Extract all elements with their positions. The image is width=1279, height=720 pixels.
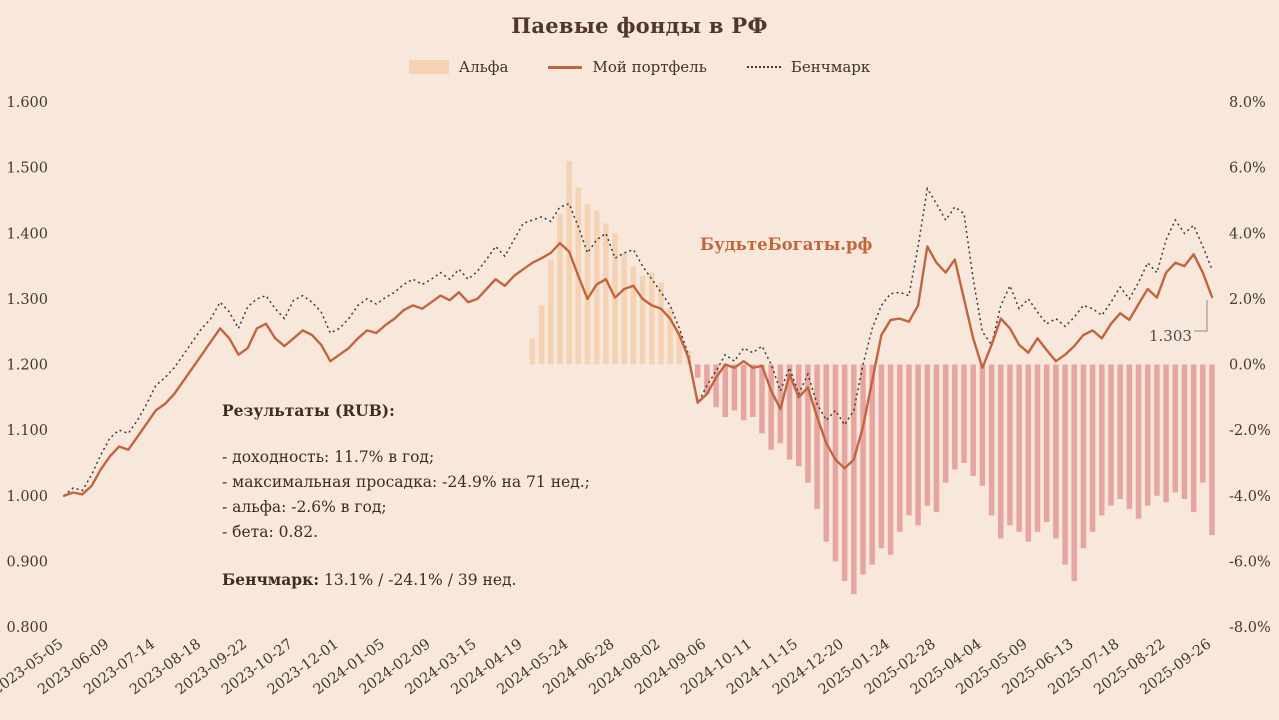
svg-text:-4.0%: -4.0% [1229,489,1271,505]
legend: Альфа Мой портфель Бенчмарк [0,58,1279,76]
annotation-connector [1194,300,1208,332]
benchmark-label: Бенчмарк: [222,570,320,589]
results-panel: Результаты (RUB): - доходность: 11.7% в … [222,398,590,593]
svg-text:1.000: 1.000 [6,489,48,505]
portfolio-line [62,241,1214,497]
svg-text:0.800: 0.800 [6,620,48,636]
svg-text:1.300: 1.300 [6,292,48,308]
alpha-bars [529,161,1215,595]
results-benchmark-line: Бенчмарк: 13.1% / -24.1% / 39 нед. [222,567,590,593]
svg-text:-8.0%: -8.0% [1229,620,1271,636]
legend-label-benchmark: Бенчмарк [790,58,871,76]
svg-text:2.0%: 2.0% [1229,292,1266,308]
svg-text:4.0%: 4.0% [1229,226,1266,242]
legend-item-benchmark: Бенчмарк [746,58,871,76]
svg-text:0.0%: 0.0% [1229,358,1266,374]
portfolio-line-swatch-icon [548,65,583,69]
legend-label-portfolio: Мой портфель [592,58,707,76]
results-line-alpha: - альфа: -2.6% в год; [222,498,387,516]
endpoint-annotation: 1.303 [1149,327,1192,345]
svg-text:1.500: 1.500 [6,161,48,177]
svg-text:-6.0%: -6.0% [1229,554,1271,570]
right-axis-ticks: 8.0% 6.0% 4.0% 2.0% 0.0% -2.0% -4.0% -6.0% -8.0% [1229,95,1271,636]
alpha-bar-swatch-icon [408,60,449,74]
results-heading: Результаты (RUB): [222,401,395,420]
watermark: БудьтеБогаты.рф [700,235,873,254]
page-title: Паевые фонды в РФ [511,13,768,38]
x-axis-ticks: 2023-05-052023-06-092023-07-142023-08-18… [0,636,1214,698]
svg-text:0.900: 0.900 [6,554,48,570]
left-axis-ticks: 1.600 1.500 1.400 1.300 1.200 1.100 1.000 0.900… [6,95,48,636]
svg-text:1.100: 1.100 [6,423,48,439]
svg-text:1.200: 1.200 [6,358,48,374]
svg-text:8.0%: 8.0% [1229,95,1266,111]
legend-item-alpha: Альфа [408,58,509,76]
benchmark-line-swatch-icon [746,66,781,68]
svg-text:-2.0%: -2.0% [1229,423,1271,439]
benchmark-value: 13.1% / -24.1% / 39 нед. [319,571,517,589]
svg-text:6.0%: 6.0% [1229,161,1266,177]
svg-text:1.600: 1.600 [6,95,48,111]
results-line-return: - доходность: 11.7% в год; [222,448,435,466]
legend-item-portfolio: Мой портфель [548,58,707,76]
svg-text:1.400: 1.400 [6,226,48,242]
results-line-drawdown: - максимальная просадка: -24.9% на 71 не… [222,473,590,491]
results-line-beta: - бета: 0.82. [222,523,319,541]
legend-label-alpha: Альфа [458,58,509,76]
